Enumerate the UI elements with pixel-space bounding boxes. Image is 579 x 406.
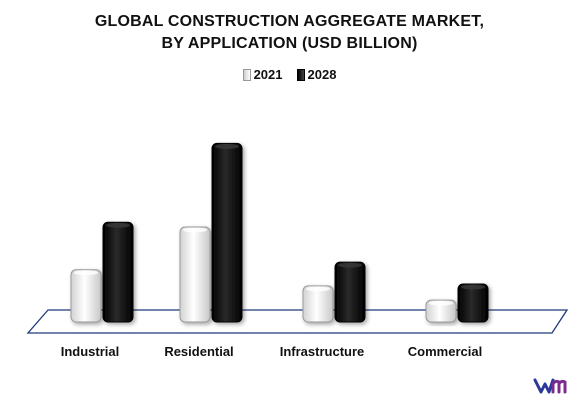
bar-infrastructure-2028 [334,261,366,323]
category-label-residential: Residential [164,344,233,359]
bar-cap-commercial-2028 [461,284,485,290]
bar-cap-residential-2028 [215,143,239,149]
chart-legend: 2021 2028 [0,67,579,82]
bar-cap-infrastructure-2028 [338,262,362,268]
bar-cap-residential-2021 [183,227,207,233]
bars-group [70,142,489,323]
bar-industrial-2028 [102,221,134,323]
bar-cap-industrial-2028 [106,222,130,228]
chart-title: GLOBAL CONSTRUCTION AGGREGATE MARKET, BY… [0,11,579,55]
legend-item-2028: 2028 [296,67,337,82]
category-label-commercial: Commercial [408,344,482,359]
category-labels: Industrial Residential Infrastructure Comme… [61,344,482,359]
category-label-infrastructure: Infrastructure [280,344,365,359]
bar-cap-industrial-2021 [74,270,98,276]
legend-label-2021: 2021 [253,67,283,82]
vmr-logo [533,378,567,394]
legend-swatch-2021 [242,68,251,81]
bar-cap-infrastructure-2021 [306,286,330,292]
legend-label-2028: 2028 [307,67,337,82]
bar-residential-2028 [211,142,243,323]
bar-industrial-2021 [70,269,102,323]
legend-swatch-2028 [296,68,305,81]
bar-commercial-2028 [457,283,489,323]
legend-item-2021: 2021 [242,67,283,82]
bar-infrastructure-2021 [302,285,334,323]
bar-cap-commercial-2021 [429,300,453,306]
chart-title-line2: BY APPLICATION (USD BILLION) [161,35,418,52]
category-label-industrial: Industrial [61,344,120,359]
chart-title-line1: GLOBAL CONSTRUCTION AGGREGATE MARKET, [94,13,485,30]
bar-commercial-2021 [425,299,457,323]
bar-residential-2021 [179,226,211,323]
